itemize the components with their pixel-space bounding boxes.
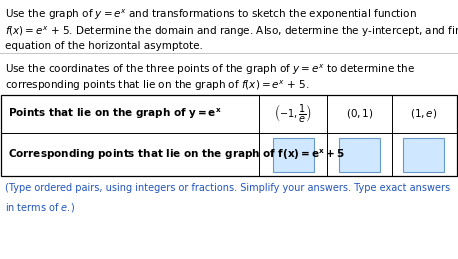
Text: $f(x) = e^{x}$ + 5. Determine the domain and range. Also, determine the y-interc: $f(x) = e^{x}$ + 5. Determine the domain… (5, 25, 458, 39)
Bar (403, 138, 444, 172)
Text: in terms of $e$.): in terms of $e$.) (5, 201, 76, 214)
Text: Points that lie on the graph of $\mathbf{y=e^{x}}$: Points that lie on the graph of $\mathbf… (8, 107, 221, 121)
Text: (Type ordered pairs, using integers or fractions. Simplify your answers. Type ex: (Type ordered pairs, using integers or f… (5, 183, 451, 193)
Text: $\left( -1, \dfrac{1}{e} \right)$: $\left( -1, \dfrac{1}{e} \right)$ (274, 102, 312, 124)
Bar (339, 138, 380, 172)
Bar (273, 138, 314, 172)
Text: Use the graph of $y = e^{x}$ and transformations to sketch the exponential funct: Use the graph of $y = e^{x}$ and transfo… (5, 8, 417, 22)
Text: corresponding points that lie on the graph of $f(x) = e^{x}$ + 5.: corresponding points that lie on the gra… (5, 79, 310, 93)
Text: Use the coordinates of the three points of the graph of $y = e^{x}$ to determine: Use the coordinates of the three points … (5, 62, 416, 77)
Text: equation of the horizontal asymptote.: equation of the horizontal asymptote. (5, 41, 203, 52)
Text: $(0,1)$: $(0,1)$ (346, 107, 373, 120)
Text: $(1, e)$: $(1, e)$ (410, 107, 437, 120)
Bar (1, 95, 457, 176)
Text: Corresponding points that lie on the graph of $\mathbf{f(x)=e^{x}+5}$: Corresponding points that lie on the gra… (8, 148, 344, 162)
